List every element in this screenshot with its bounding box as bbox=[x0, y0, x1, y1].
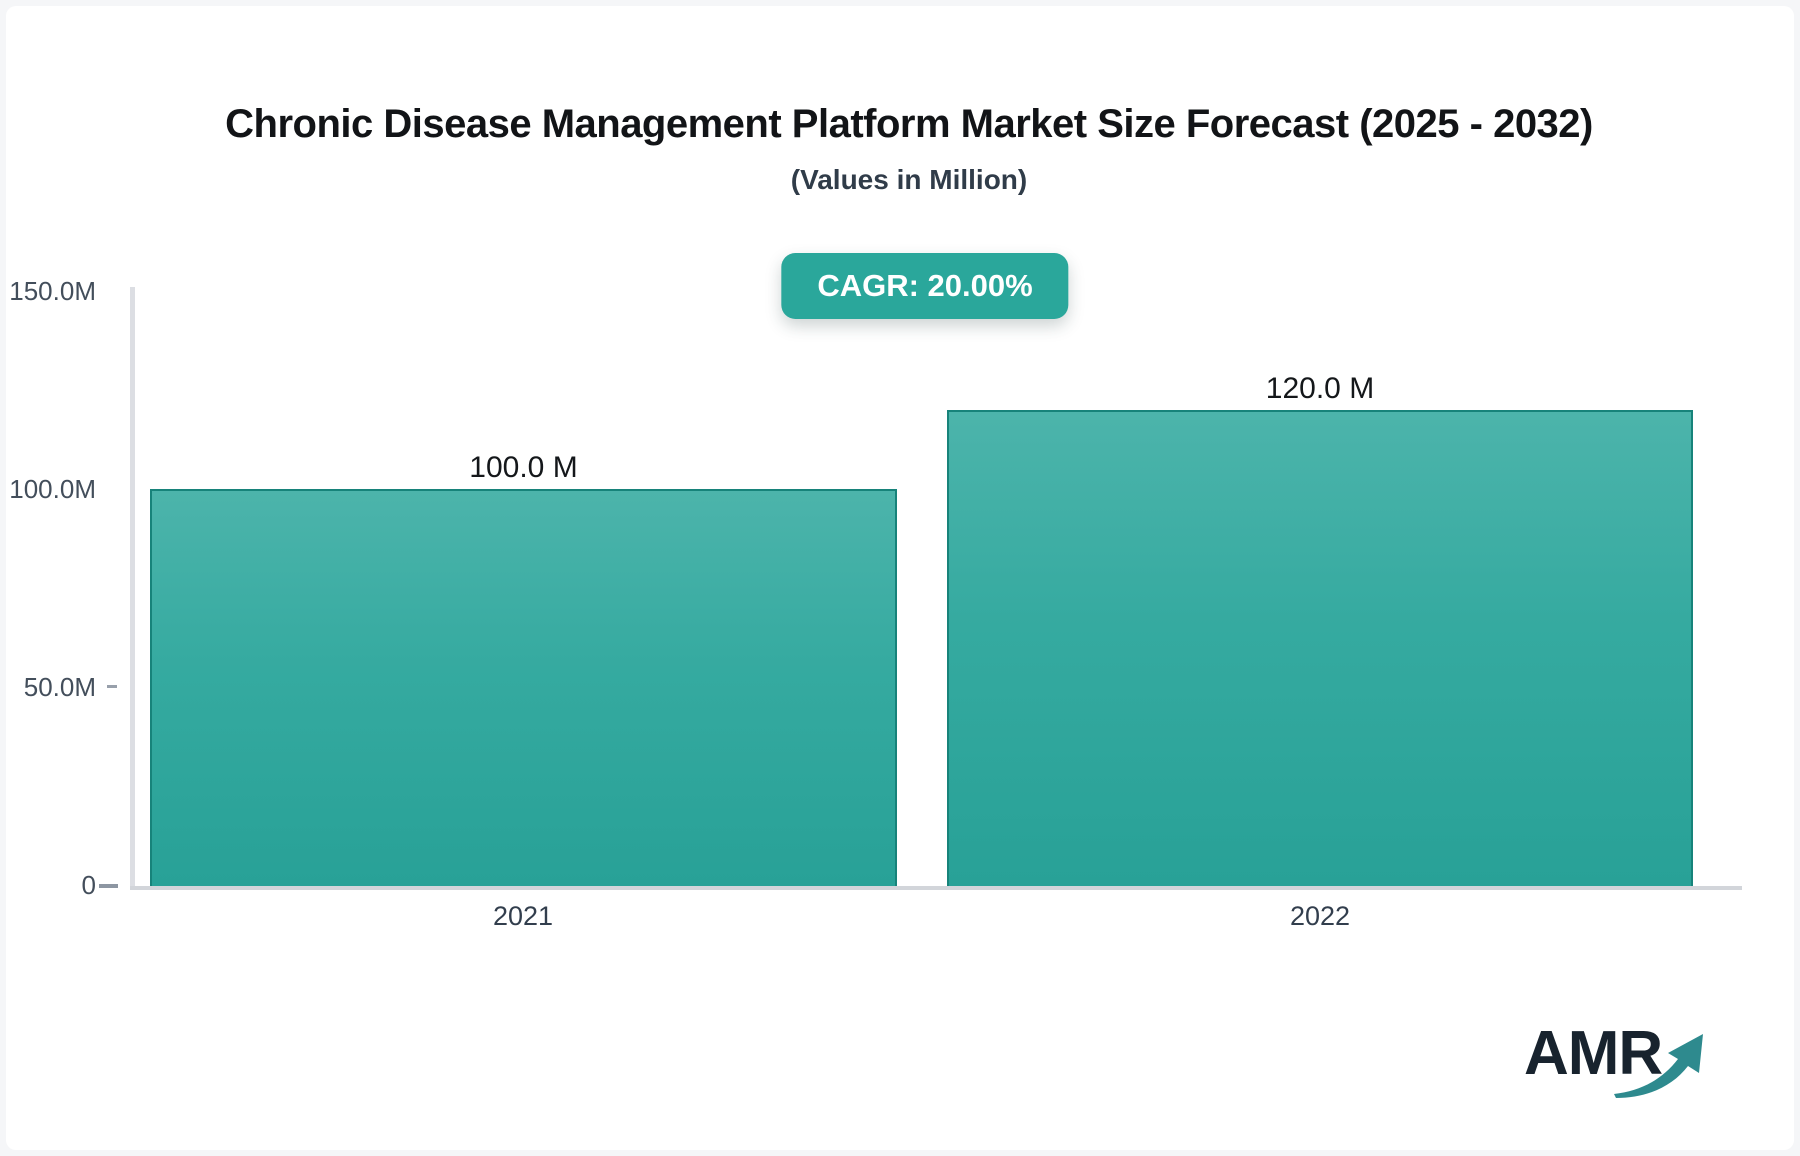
x-axis-label-2022: 2022 bbox=[1289, 901, 1351, 931]
y-axis-label-50m: 50.0M bbox=[23, 672, 96, 702]
bar-2021[interactable]: 100.0 M bbox=[150, 451, 897, 886]
amr-logo-text: AMR bbox=[1524, 1019, 1663, 1088]
chart-title: Chronic Disease Management Platform Mark… bbox=[225, 102, 1593, 146]
y-axis-tick-50m bbox=[107, 685, 117, 688]
x-axis-line bbox=[130, 886, 1742, 890]
y-axis-line bbox=[130, 287, 135, 888]
y-axis-label-150m: 150.0M bbox=[9, 276, 96, 306]
x-axis-label-2021: 2021 bbox=[492, 901, 554, 931]
y-axis-tick-0 bbox=[99, 884, 118, 888]
bar-value-label-2021: 100.0 M bbox=[469, 451, 578, 484]
cagr-badge: CAGR: 20.00% bbox=[781, 253, 1069, 319]
growth-arrow-icon bbox=[1614, 1034, 1703, 1098]
y-axis-label-100m: 100.0M bbox=[9, 474, 96, 504]
y-axis-label-0: 0 bbox=[81, 870, 96, 900]
bar-2022[interactable]: 120.0 M bbox=[947, 372, 1693, 886]
chart-subtitle: (Values in Million) bbox=[790, 164, 1028, 195]
bar-value-label-2022: 120.0 M bbox=[1265, 372, 1375, 405]
amr-logo: AMR bbox=[1524, 1018, 1724, 1108]
